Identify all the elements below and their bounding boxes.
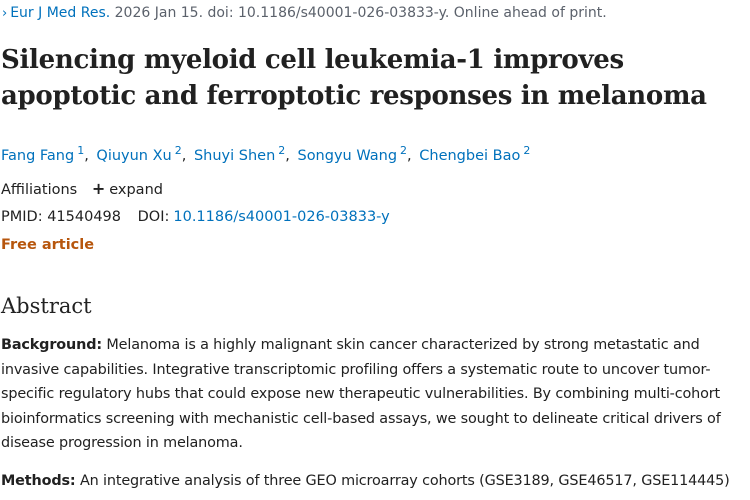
- pmid-value: 41540498: [47, 209, 122, 225]
- chevron-right-icon[interactable]: ›: [2, 6, 8, 21]
- affiliation-ref[interactable]: 1: [77, 144, 85, 157]
- author-item: Shuyi Shen 2,: [193, 144, 293, 164]
- author-item: Fang Fang 1,: [1, 144, 92, 164]
- free-article-badge: Free article: [1, 237, 95, 253]
- article-title: Silencing myeloid cell leukemia-1 improv…: [1, 45, 707, 111]
- affiliation-ref[interactable]: 2: [400, 144, 408, 157]
- expand-affiliations-button[interactable]: + expand: [91, 179, 163, 198]
- abstract-heading: Abstract: [1, 294, 92, 318]
- affiliations-row: Affiliations + expand: [1, 179, 163, 200]
- methods-text: An integrative analysis of three GEO mic…: [75, 473, 730, 489]
- expand-label: expand: [109, 182, 163, 198]
- identifiers-row: PMID: 41540498 DOI: 10.1186/s40001-026-03…: [1, 207, 390, 227]
- background-text: Melanoma is a highly malignant skin canc…: [1, 337, 721, 451]
- author-separator: ,: [181, 148, 187, 164]
- journal-link[interactable]: Eur J Med Res.: [10, 5, 111, 21]
- author-separator: ,: [84, 148, 89, 164]
- abstract-background: Background: Melanoma is a highly maligna…: [1, 333, 747, 456]
- author-link[interactable]: Chengbei Bao: [419, 148, 521, 164]
- background-label: Background:: [1, 337, 102, 353]
- methods-label: Methods:: [1, 473, 76, 489]
- author-item: Songyu Wang 2,: [297, 144, 414, 164]
- doi-link[interactable]: 10.1186/s40001-026-03833-y: [173, 209, 390, 225]
- author-link[interactable]: Fang Fang: [1, 148, 75, 164]
- author-link[interactable]: Qiuyun Xu: [96, 148, 172, 164]
- plus-icon: +: [91, 179, 106, 198]
- author-link[interactable]: Songyu Wang: [297, 148, 398, 164]
- affiliations-label: Affiliations: [1, 182, 78, 198]
- author-link[interactable]: Shuyi Shen: [193, 148, 276, 164]
- author-separator: ,: [407, 148, 412, 164]
- abstract-methods: Methods: An integrative analysis of thre…: [1, 469, 750, 493]
- citation-details: 2026 Jan 15. doi: 10.1186/s40001-026-038…: [110, 5, 607, 21]
- affiliation-ref[interactable]: 2: [278, 144, 286, 157]
- author-list: Fang Fang 1, Qiuyun Xu 2, Shuyi Shen 2, Son…: [1, 140, 533, 167]
- pmid-label: PMID:: [1, 209, 43, 225]
- citation-line: › Eur J Med Res. 2026 Jan 15. doi: 10.118…: [2, 3, 607, 24]
- author-separator: ,: [285, 148, 290, 164]
- author-item: Chengbei Bao 2: [419, 144, 533, 164]
- author-item: Qiuyun Xu 2,: [96, 144, 189, 164]
- affiliation-ref[interactable]: 2: [174, 144, 182, 157]
- doi-label: DOI:: [137, 209, 170, 225]
- affiliation-ref[interactable]: 2: [523, 144, 531, 157]
